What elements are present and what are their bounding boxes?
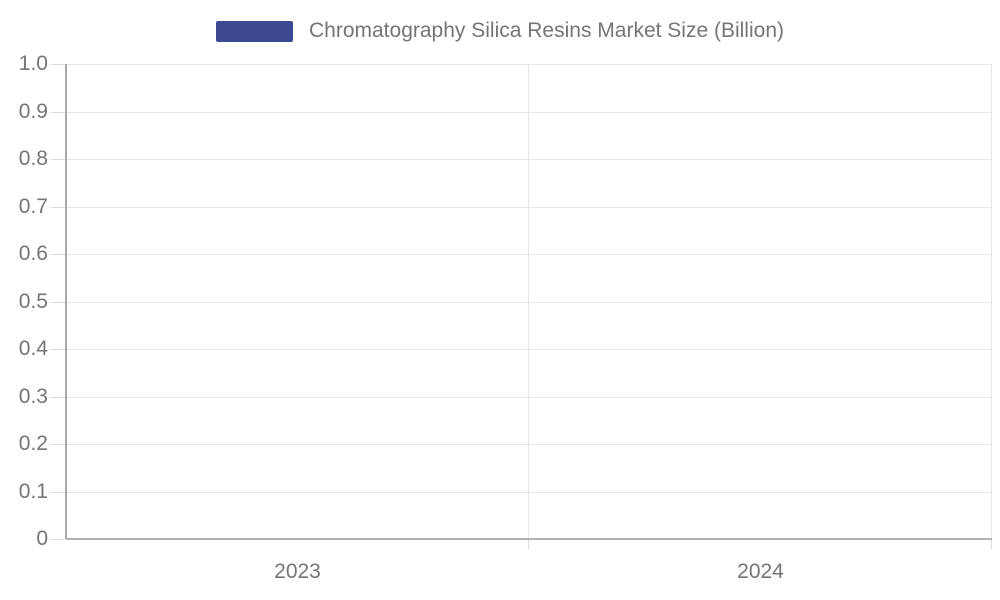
y-tick	[50, 301, 65, 303]
y-axis-tick-label: 0.5	[18, 289, 48, 313]
y-tick	[50, 64, 65, 65]
h-gridline	[66, 396, 992, 398]
v-gridline	[528, 64, 529, 539]
y-tick	[50, 254, 65, 255]
legend-swatch-icon	[215, 20, 293, 42]
y-axis-tick-label: 1.0	[18, 52, 48, 75]
y-tick	[50, 491, 65, 493]
legend-item[interactable]: Chromatography Silica Resins Market Size…	[215, 19, 784, 43]
v-gridline	[991, 64, 992, 539]
y-tick	[50, 349, 65, 350]
y-tick	[50, 539, 65, 540]
y-axis-tick-label: 0.6	[18, 242, 48, 265]
y-tick	[50, 159, 65, 160]
plot-area	[66, 64, 992, 539]
y-tick	[50, 444, 65, 445]
h-gridline	[66, 349, 992, 350]
h-gridline	[66, 491, 992, 493]
h-gridline	[66, 301, 992, 303]
x-tick	[528, 540, 529, 549]
y-axis-tick-label: 0.7	[18, 194, 48, 218]
legend: Chromatography Silica Resins Market Size…	[0, 19, 1000, 43]
legend-label: Chromatography Silica Resins Market Size…	[308, 19, 784, 42]
x-tick	[991, 540, 992, 549]
y-tick	[50, 111, 65, 113]
h-gridline	[66, 254, 992, 255]
h-gridline	[66, 159, 992, 160]
h-gridline	[66, 64, 992, 65]
y-axis-tick-label: 0.4	[18, 337, 48, 360]
y-tick	[50, 396, 65, 398]
x-axis-line	[66, 538, 992, 540]
y-axis-tick-label: 0.3	[18, 384, 48, 408]
y-tick	[50, 206, 65, 208]
h-gridline	[66, 444, 992, 445]
y-axis-tick-label: 0	[36, 527, 48, 550]
x-axis-tick-label: 2023	[274, 560, 321, 583]
h-gridline	[66, 206, 992, 208]
y-axis-tick-label: 0.9	[18, 99, 48, 123]
y-axis-tick-label: 0.1	[18, 479, 48, 503]
y-axis-line	[65, 64, 67, 539]
x-axis-tick-label: 2024	[737, 560, 784, 583]
h-gridline	[66, 111, 992, 113]
y-axis-tick-label: 0.8	[18, 147, 48, 170]
y-axis-tick-label: 0.2	[18, 432, 48, 455]
